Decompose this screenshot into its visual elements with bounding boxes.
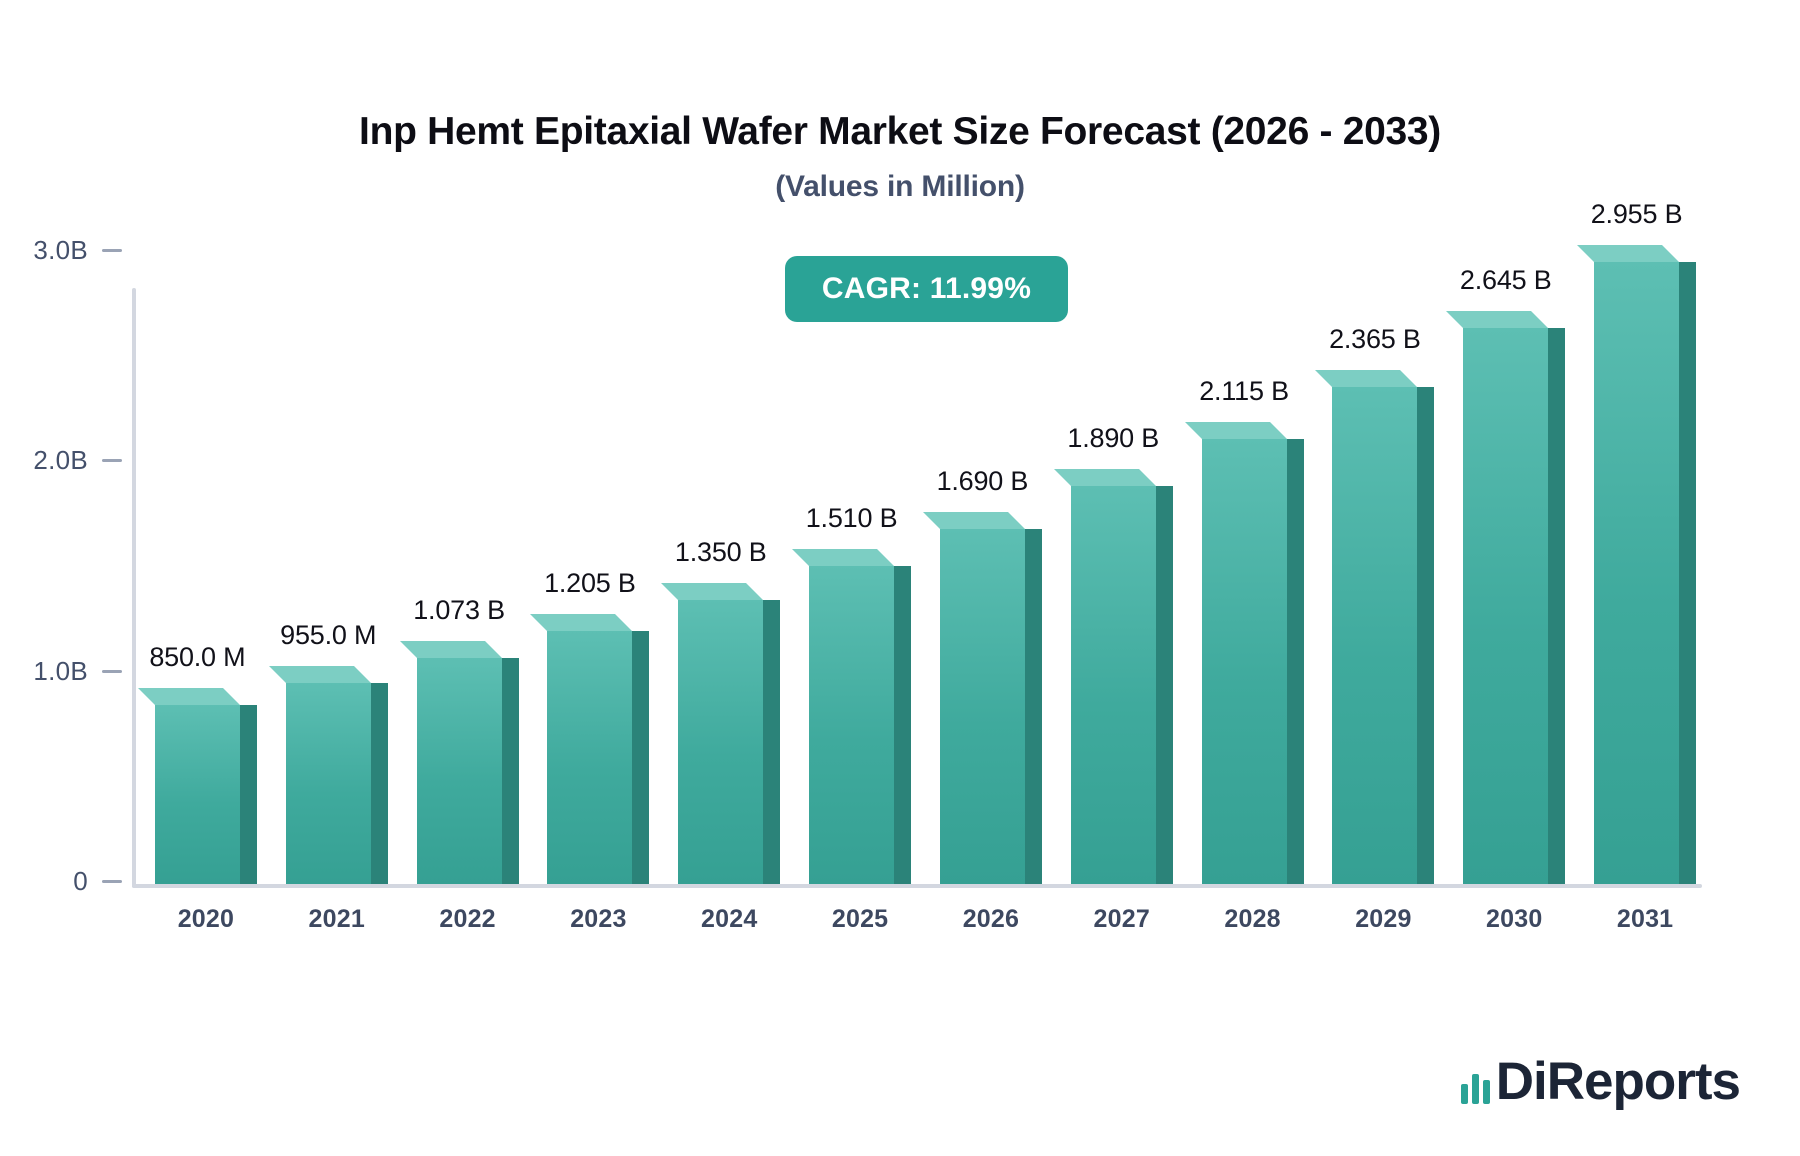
x-axis-tick-label: 2030	[1486, 905, 1543, 933]
bar-front-face	[1463, 327, 1549, 884]
bar-side-face	[1679, 262, 1697, 884]
bar	[1446, 310, 1566, 884]
x-axis-tick-label: 2021	[308, 905, 365, 933]
bar	[1577, 245, 1697, 884]
bar-side-face	[1024, 528, 1042, 884]
bar	[268, 666, 388, 884]
bar-value-label: 2.365 B	[1329, 323, 1421, 354]
bar-front-face	[1332, 386, 1418, 884]
bar-side-face	[1417, 386, 1435, 884]
x-axis-tick-label: 2031	[1616, 905, 1674, 933]
bar-value-label: 850.0 M	[149, 642, 246, 673]
y-axis-line	[132, 288, 136, 888]
chart-subtitle: (Values in Million)	[775, 170, 1025, 203]
y-axis-tick-mark	[102, 249, 122, 252]
y-axis-tick: 2.0B	[0, 445, 122, 476]
bar-value-label: 955.0 M	[280, 620, 377, 651]
y-axis-tick: 0	[0, 866, 122, 897]
bar-top-face	[1315, 369, 1418, 387]
bar-front-face	[547, 630, 633, 884]
bar-side-face	[1155, 486, 1173, 884]
y-axis-tick-mark	[102, 459, 122, 463]
bar-side-face	[763, 600, 781, 884]
y-axis-tick-mark	[102, 669, 122, 673]
x-axis-tick-label: 2026	[962, 905, 1020, 933]
x-axis-tick-label: 2020	[177, 905, 235, 933]
bar-side-face	[239, 705, 257, 884]
bar	[530, 613, 650, 884]
bar	[792, 549, 912, 884]
y-axis-tick-label: 2.0B	[33, 445, 88, 476]
bar-value-label: 1.690 B	[936, 465, 1029, 496]
x-axis-tick-label: 2025	[831, 905, 889, 933]
bar-side-face	[1548, 327, 1566, 884]
x-axis-tick-label: 2024	[701, 905, 758, 933]
bar-top-face	[1184, 422, 1287, 440]
x-axis-tick-label: 2023	[570, 905, 627, 933]
bar-top-face	[530, 613, 633, 631]
bar	[1053, 469, 1173, 884]
x-axis-tick-label: 2029	[1355, 905, 1412, 933]
bar-top-face	[1446, 310, 1549, 328]
bar-front-face	[1201, 439, 1287, 884]
bar-front-face	[678, 600, 764, 884]
bar-value-label: 1.073 B	[413, 595, 505, 626]
bar-front-face	[939, 528, 1025, 884]
y-axis-tick: 3.0B	[0, 235, 122, 266]
bar-side-face	[894, 566, 912, 884]
bar-top-face	[792, 549, 895, 567]
bar-top-face	[1053, 469, 1156, 487]
bar-value-label: 2.645 B	[1459, 264, 1552, 295]
bar	[1315, 369, 1435, 884]
x-axis-tick-label: 2027	[1093, 905, 1150, 933]
bar-top-face	[922, 511, 1025, 529]
y-axis-tick: 1.0B	[0, 656, 122, 687]
bar-side-face	[370, 683, 388, 884]
bar-front-face	[154, 705, 240, 884]
y-axis-tick-label: 1.0B	[33, 655, 88, 686]
bar-value-label: 1.350 B	[674, 537, 767, 568]
bar	[1184, 422, 1304, 884]
bar	[399, 641, 519, 884]
bar-side-face	[1286, 439, 1304, 884]
bar-top-face	[137, 688, 240, 706]
bar	[137, 688, 257, 884]
bar-value-label: 1.890 B	[1067, 423, 1160, 454]
bar-top-face	[268, 666, 371, 684]
bar-top-face	[1577, 245, 1680, 263]
y-axis-tick-label: 0	[73, 866, 88, 896]
bar	[661, 583, 781, 884]
bar-front-face	[809, 566, 895, 884]
bar-top-face	[661, 583, 764, 601]
cagr-badge-label: CAGR: 11.99%	[821, 272, 1032, 305]
bar-side-face	[632, 630, 650, 884]
bar-value-label: 2.955 B	[1590, 199, 1683, 230]
bar-top-face	[399, 641, 502, 659]
bar-side-face	[501, 658, 519, 884]
bar-value-label: 2.115 B	[1199, 376, 1289, 407]
bar	[922, 511, 1042, 884]
page-title: Inp Hemt Epitaxial Wafer Market Size For…	[359, 110, 1441, 153]
y-axis-tick-label: 3.0B	[33, 235, 88, 265]
bar-front-face	[1594, 262, 1680, 884]
bar-front-face	[285, 683, 371, 884]
x-axis-tick-label: 2022	[439, 905, 496, 933]
cagr-badge: CAGR: 11.99%	[785, 256, 1068, 322]
brand-logo: DiReports	[1460, 1052, 1741, 1111]
bar-front-face	[1070, 486, 1156, 884]
brand-name: DiReports	[1495, 1052, 1741, 1111]
x-axis-line	[132, 884, 1702, 888]
bar-chart-mark-icon	[1460, 1062, 1490, 1108]
x-axis-tick-label: 2028	[1224, 905, 1281, 933]
y-axis-tick-mark	[102, 880, 122, 883]
bar-front-face	[416, 658, 502, 884]
bar-value-label: 1.205 B	[544, 567, 636, 598]
bar-value-label: 1.510 B	[805, 503, 898, 534]
